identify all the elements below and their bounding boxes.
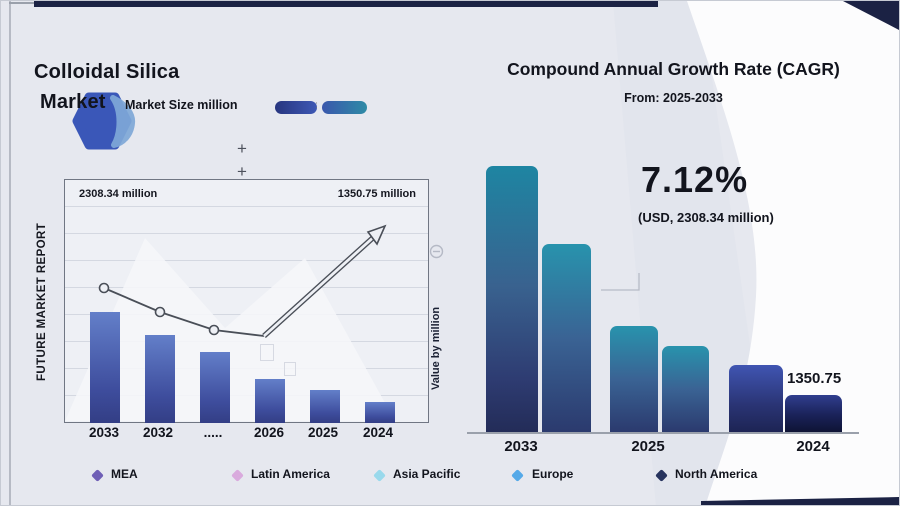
cagr-detail: (USD, 2308.34 million) xyxy=(638,210,774,225)
bar-2032 xyxy=(145,335,175,423)
bar-2033 xyxy=(90,312,120,423)
cagr-x-label-2033: 2033 xyxy=(504,438,538,455)
cagr-title: Compound Annual Growth Rate (CAGR) xyxy=(507,59,840,79)
annotation-2033-value: 2308.34 million xyxy=(79,188,158,200)
x-label-2032: 2032 xyxy=(142,425,174,440)
bar-2025 xyxy=(310,390,340,423)
trend-line-and-arrow xyxy=(98,224,387,339)
x-label-2033: 2033 xyxy=(88,425,120,440)
cagr-value: 7.12% xyxy=(641,159,749,200)
page-title-line1: Colloidal Silica xyxy=(34,61,180,83)
market-size-chart: 2308.34 million 1350.75 million xyxy=(64,179,429,423)
legend-pill-teal xyxy=(322,101,367,114)
legend-label-asia-pacific: Asia Pacific xyxy=(393,467,461,481)
cagr-x-label-2024: 2024 xyxy=(796,438,830,455)
value-label-1350: 1350.75 xyxy=(787,370,842,387)
brand-logo xyxy=(69,91,145,158)
cagr-bar-2025-secondary xyxy=(662,346,709,432)
cagr-bar-2033-primary xyxy=(486,166,538,432)
market-size-label: Market Size million xyxy=(125,98,238,112)
bar-hidden-years xyxy=(200,352,230,423)
corner-line-decoration xyxy=(601,273,640,291)
cagr-x-label-2025: 2025 xyxy=(631,438,665,455)
pill-separator: : xyxy=(315,100,318,111)
annotation-2024-value: 1350.75 million xyxy=(337,188,416,200)
cagr-bar-2024-secondary xyxy=(785,395,842,432)
plus-decoration-icon: + xyxy=(237,162,247,181)
calendar-watermark-icon xyxy=(260,344,274,361)
x-label-dots: ..... xyxy=(203,425,223,440)
cagr-bar-2025-primary xyxy=(610,326,658,432)
cagr-subtitle: From: 2025-2033 xyxy=(624,91,723,105)
cagr-bar-2033-secondary xyxy=(542,244,591,432)
cagr-bar-2024-primary xyxy=(729,365,783,432)
value-axis-label: Value by million xyxy=(430,306,442,390)
hexagon-logo-icon xyxy=(72,92,136,150)
minus-circle-icon xyxy=(429,244,444,259)
x-label-2026: 2026 xyxy=(253,425,285,440)
x-axis-baseline xyxy=(467,432,859,434)
legend-label-mea: MEA xyxy=(111,467,138,481)
x-label-2025: 2025 xyxy=(307,425,339,440)
legend-label-europe: Europe xyxy=(532,467,574,481)
document-watermark-icon xyxy=(284,362,296,376)
bar-2026 xyxy=(255,379,285,423)
bar-2024 xyxy=(365,402,395,423)
side-watermark-text: FUTURE MARKET REPORT xyxy=(36,222,48,382)
legend-label-latin-america: Latin America xyxy=(251,467,330,481)
page-title: Colloidal Silica Market xyxy=(34,57,179,117)
legend-pill-dark xyxy=(275,101,317,114)
page-title-line2: Market xyxy=(40,91,106,113)
plus-decoration-icon: + xyxy=(237,139,247,158)
x-label-2024: 2024 xyxy=(362,425,394,440)
legend-label-north-america: North America xyxy=(675,467,758,481)
